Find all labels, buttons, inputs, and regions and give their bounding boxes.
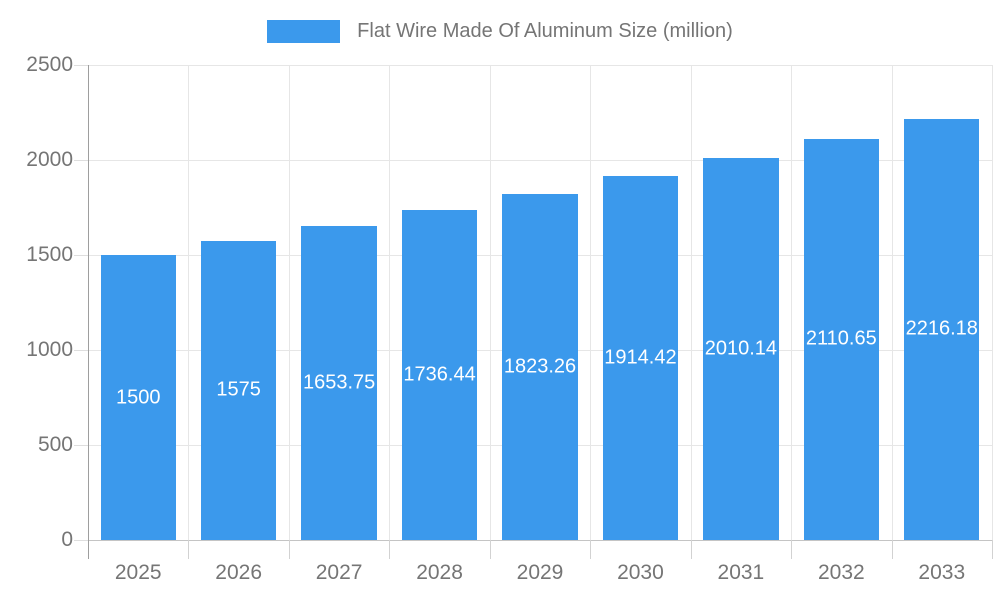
y-gridline xyxy=(88,540,992,541)
y-axis-label: 2000 xyxy=(26,148,73,171)
bar-2025 xyxy=(100,255,176,540)
bar-value-label: 1823.26 xyxy=(503,355,577,378)
y-axis-label: 2500 xyxy=(26,53,73,76)
y-axis-label: 500 xyxy=(37,433,73,456)
bar-value-label: 2010.14 xyxy=(704,337,778,360)
bar-value-label: 1653.75 xyxy=(302,371,376,394)
x-axis-label: 2028 xyxy=(416,561,463,584)
x-axis-label: 2026 xyxy=(215,561,263,584)
x-axis-tick xyxy=(288,540,290,559)
x-gridline xyxy=(690,65,692,540)
bar-value-label: 1914.42 xyxy=(604,346,677,369)
bar-2032 xyxy=(803,138,879,540)
chart-legend[interactable]: Flat Wire Made Of Aluminum Size (million… xyxy=(0,20,1000,43)
x-axis-tick xyxy=(590,540,592,559)
x-axis-label: 2027 xyxy=(315,561,363,584)
x-axis-label: 2031 xyxy=(717,561,765,584)
x-axis-label: 2033 xyxy=(918,561,966,584)
x-axis-tick xyxy=(690,540,692,559)
y-gridline xyxy=(88,65,992,66)
x-gridline xyxy=(992,65,993,540)
x-gridline xyxy=(791,65,793,540)
x-gridline xyxy=(489,65,491,540)
x-axis-tick xyxy=(389,540,391,559)
bar-2026 xyxy=(201,240,277,540)
x-gridline xyxy=(891,65,893,540)
legend-label: Flat Wire Made Of Aluminum Size (million… xyxy=(357,20,733,42)
bar-2031 xyxy=(703,158,779,540)
x-gridline xyxy=(288,65,290,540)
y-axis-label: 1000 xyxy=(26,338,73,361)
x-axis-tick xyxy=(188,540,190,559)
bar-2027 xyxy=(301,225,377,540)
y-axis-label: 0 xyxy=(61,528,73,551)
x-axis-label: 2030 xyxy=(617,561,664,584)
bar-2033 xyxy=(904,118,980,540)
x-axis-tick xyxy=(489,540,491,559)
y-axis-tick xyxy=(74,160,88,161)
x-axis-tick xyxy=(992,540,993,559)
bar-value-label: 2216.18 xyxy=(905,317,978,340)
x-axis-tick xyxy=(791,540,793,559)
bar-2030 xyxy=(602,176,679,540)
bar-2028 xyxy=(401,210,478,540)
y-axis-label: 1500 xyxy=(26,243,73,266)
x-axis-label: 2032 xyxy=(817,561,865,584)
x-gridline xyxy=(590,65,592,540)
y-axis-tick xyxy=(74,350,88,351)
y-axis-tick xyxy=(74,255,88,256)
x-axis-label: 2029 xyxy=(516,561,564,584)
y-axis-tick xyxy=(74,540,88,541)
y-gridline xyxy=(88,160,992,161)
x-gridline xyxy=(389,65,391,540)
bar-value-label: 1575 xyxy=(216,378,261,401)
y-axis-tick xyxy=(74,445,88,446)
y-axis-tick xyxy=(74,65,88,66)
bar-value-label: 1736.44 xyxy=(403,363,476,386)
bar-value-label: 2110.65 xyxy=(805,327,877,350)
bar-value-label: 1500 xyxy=(115,386,161,408)
x-axis-label: 2025 xyxy=(114,561,162,584)
y-axis-line xyxy=(88,65,89,559)
x-gridline xyxy=(188,65,190,540)
legend-swatch xyxy=(267,20,341,43)
x-axis-tick xyxy=(891,540,893,559)
bar-2029 xyxy=(502,193,578,540)
